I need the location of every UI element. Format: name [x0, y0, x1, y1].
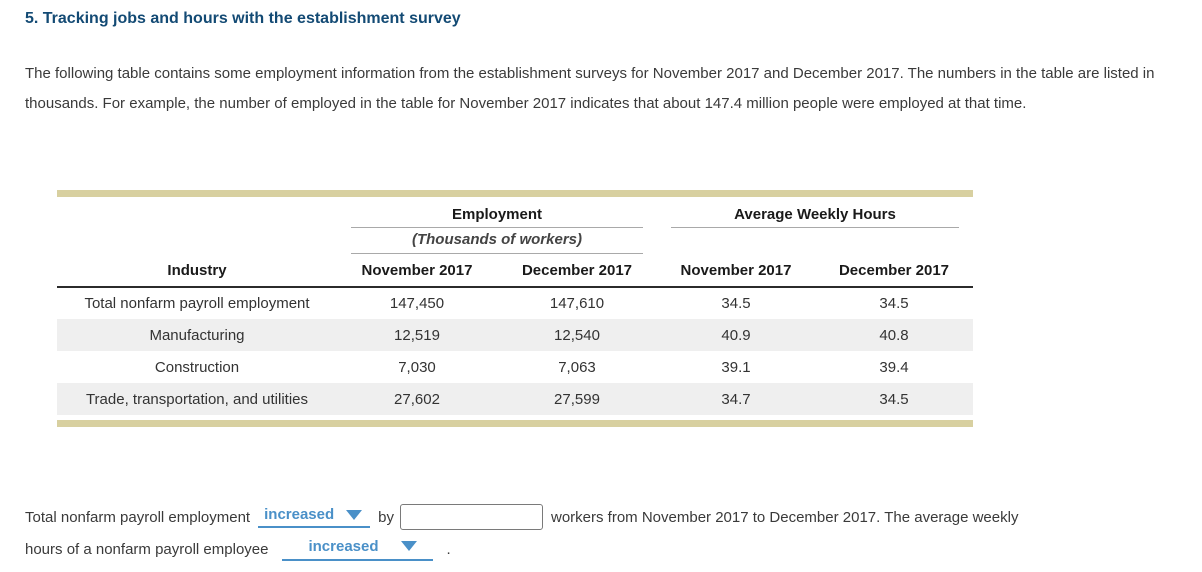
table-row-total-nonfarm: Total nonfarm payroll employment 147,450…	[57, 287, 973, 319]
question-text: hours of a nonfarm payroll employee	[25, 540, 269, 558]
dropdown-selected-value: increased	[308, 537, 379, 555]
emp-dec-cell: 12,540	[554, 326, 600, 344]
intro-paragraph: The following table contains some employ…	[25, 65, 1155, 112]
workers-count-input[interactable]	[400, 504, 543, 530]
employment-table: Employment Average Weekly Hours (Thousan…	[57, 206, 973, 415]
employment-units-label: (Thousands of workers)	[351, 228, 643, 254]
column-header-emp-december-2017: December 2017	[497, 254, 657, 288]
subheader-spacer	[657, 228, 973, 254]
awh-dec-cell: 40.8	[879, 326, 909, 344]
employment-table-section: Employment Average Weekly Hours (Thousan…	[57, 190, 973, 427]
fill-in-question: Total nonfarm payroll employment increas…	[25, 502, 1018, 564]
table-row-manufacturing: Manufacturing 12,519 12,540 40.9 40.8	[57, 319, 973, 351]
question-text: workers from November 2017 to December 2…	[551, 508, 1019, 526]
awh-dec-cell: 34.5	[879, 390, 909, 408]
industry-cell: Total nonfarm payroll employment	[84, 295, 310, 312]
table-top-divider	[57, 190, 973, 197]
emp-dec-cell: 7,063	[558, 358, 596, 376]
column-header-industry: Industry	[57, 254, 337, 288]
group-header-avg-weekly-hours: Average Weekly Hours	[671, 206, 959, 228]
question-text: by	[378, 508, 394, 526]
table-row-trade-transport-utilities: Trade, transportation, and utilities 27,…	[57, 383, 973, 415]
table-row-construction: Construction 7,030 7,063 39.1 39.4	[57, 351, 973, 383]
chevron-down-icon	[346, 509, 363, 520]
employment-change-dropdown[interactable]: increased	[258, 506, 371, 528]
column-header-awh-november-2017: November 2017	[657, 254, 815, 288]
group-header-row: Employment Average Weekly Hours	[57, 206, 973, 228]
emp-dec-cell: 147,610	[549, 295, 605, 312]
question-text: Total nonfarm payroll employment	[25, 508, 251, 526]
question-line-2: hours of a nonfarm payroll employee incr…	[25, 534, 1018, 564]
awh-dec-cell: 34.5	[879, 295, 909, 312]
page-title: 5. Tracking jobs and hours with the esta…	[25, 10, 461, 27]
emp-dec-cell: 27,599	[554, 390, 600, 408]
awh-nov-cell: 34.5	[721, 295, 751, 312]
industry-cell: Manufacturing	[149, 326, 245, 344]
awh-nov-cell: 39.1	[721, 358, 751, 376]
dropdown-selected-value: increased	[264, 506, 335, 523]
emp-nov-cell: 12,519	[394, 326, 440, 344]
column-header-emp-november-2017: November 2017	[337, 254, 497, 288]
awh-dec-cell: 39.4	[879, 358, 909, 376]
awh-nov-cell: 34.7	[721, 390, 751, 408]
industry-cell: Trade, transportation, and utilities	[85, 390, 309, 408]
hours-change-dropdown[interactable]: increased	[282, 537, 433, 561]
question-line-1: Total nonfarm payroll employment increas…	[25, 502, 1018, 532]
chevron-down-icon	[400, 541, 417, 551]
group-subheader-row: (Thousands of workers)	[57, 228, 973, 254]
awh-nov-cell: 40.9	[721, 326, 751, 344]
emp-nov-cell: 147,450	[389, 295, 445, 312]
question-text: .	[446, 540, 451, 558]
emp-nov-cell: 27,602	[394, 390, 440, 408]
group-header-employment: Employment	[351, 206, 643, 228]
column-header-awh-december-2017: December 2017	[815, 254, 973, 288]
table-bottom-divider	[57, 420, 973, 427]
column-header-row: Industry November 2017 December 2017 Nov…	[57, 254, 973, 288]
emp-nov-cell: 7,030	[398, 358, 436, 376]
industry-cell: Construction	[154, 358, 240, 376]
